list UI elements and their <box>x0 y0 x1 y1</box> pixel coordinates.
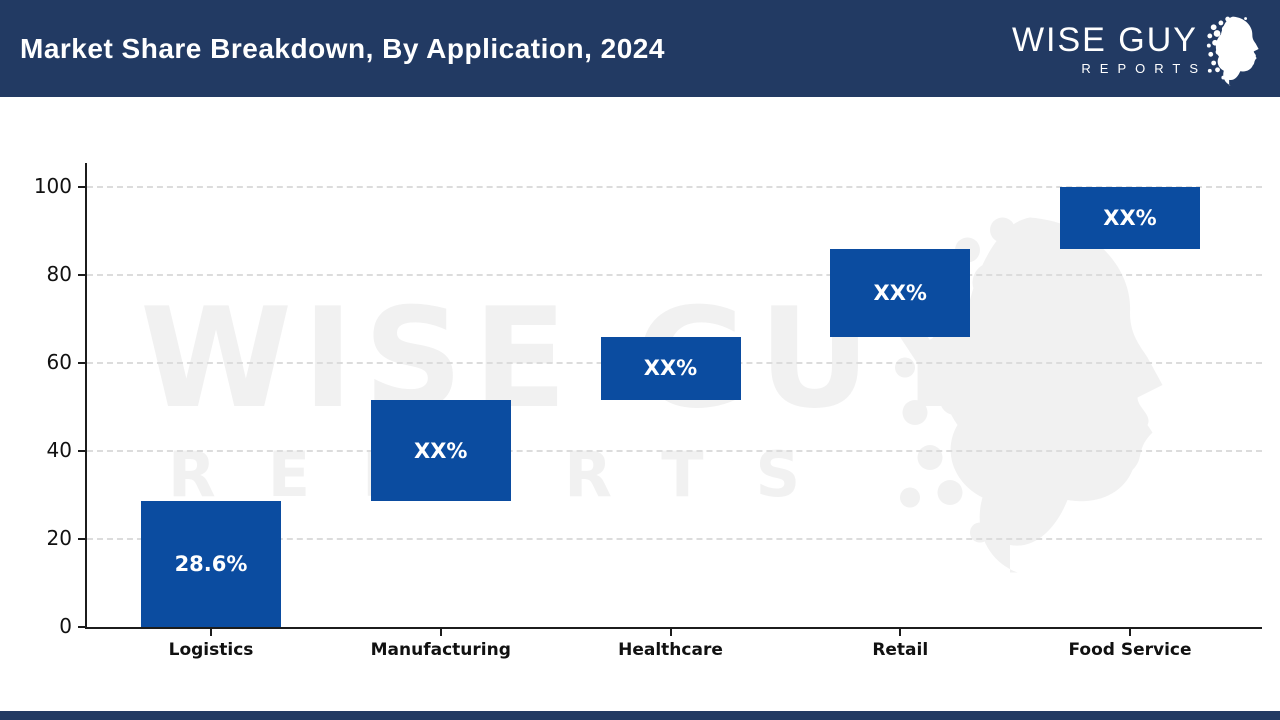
x-category-label-food-service: Food Service <box>1068 640 1192 660</box>
x-axis-spine <box>85 627 1262 629</box>
x-tick-manufacturing <box>439 629 442 636</box>
y-tick-80 <box>78 274 87 276</box>
bar-value-label-healthcare: XX% <box>643 356 698 381</box>
y-axis-spine <box>85 163 87 629</box>
y-tick-label-60: 60 <box>46 350 72 374</box>
bar-value-label-food-service: XX% <box>1103 205 1157 230</box>
x-tick-healthcare <box>669 629 672 636</box>
header-bar: Market Share Breakdown, By Application, … <box>0 0 1280 97</box>
y-tick-100 <box>78 186 87 188</box>
bar-value-label-logistics: 28.6% <box>174 552 248 577</box>
logo-brand-name: WISE GUY <box>1011 20 1198 59</box>
logo-head-profile-icon <box>1204 9 1262 89</box>
x-tick-food-service <box>1129 629 1131 636</box>
bar-retail: XX% <box>830 248 971 337</box>
logo-text: WISE GUY REPORTS <box>1012 23 1198 75</box>
y-tick-40 <box>78 450 87 452</box>
y-tick-label-80: 80 <box>46 262 72 286</box>
bar-food-service: XX% <box>1060 187 1200 249</box>
x-category-label-retail: Retail <box>872 640 929 660</box>
y-tick-20 <box>78 538 87 540</box>
gridline-20 <box>87 538 1262 540</box>
bar-logistics: 28.6% <box>141 501 281 627</box>
bar-manufacturing: XX% <box>370 400 511 502</box>
gridline-80 <box>87 274 1262 276</box>
x-category-label-logistics: Logistics <box>168 640 254 660</box>
gridline-40 <box>87 450 1262 452</box>
logo-brand-subtitle: REPORTS <box>1081 60 1207 76</box>
x-category-label-manufacturing: Manufacturing <box>370 640 511 660</box>
x-tick-retail <box>899 629 902 636</box>
y-tick-label-100: 100 <box>33 174 72 198</box>
gridline-100 <box>87 186 1262 188</box>
x-category-label-healthcare: Healthcare <box>618 640 723 660</box>
chart-title: Market Share Breakdown, By Application, … <box>20 32 665 64</box>
bar-value-label-manufacturing: XX% <box>414 438 468 463</box>
y-tick-0 <box>78 626 87 628</box>
x-tick-logistics <box>210 629 212 636</box>
bar-value-label-retail: XX% <box>873 280 927 305</box>
y-tick-label-40: 40 <box>46 438 72 462</box>
y-tick-label-20: 20 <box>46 526 72 550</box>
y-tick-label-0: 0 <box>59 614 72 638</box>
footer-bar <box>0 711 1280 720</box>
wise-guy-logo: WISE GUY REPORTS <box>1012 9 1262 89</box>
bar-healthcare: XX% <box>600 336 741 401</box>
y-tick-60 <box>78 362 87 364</box>
